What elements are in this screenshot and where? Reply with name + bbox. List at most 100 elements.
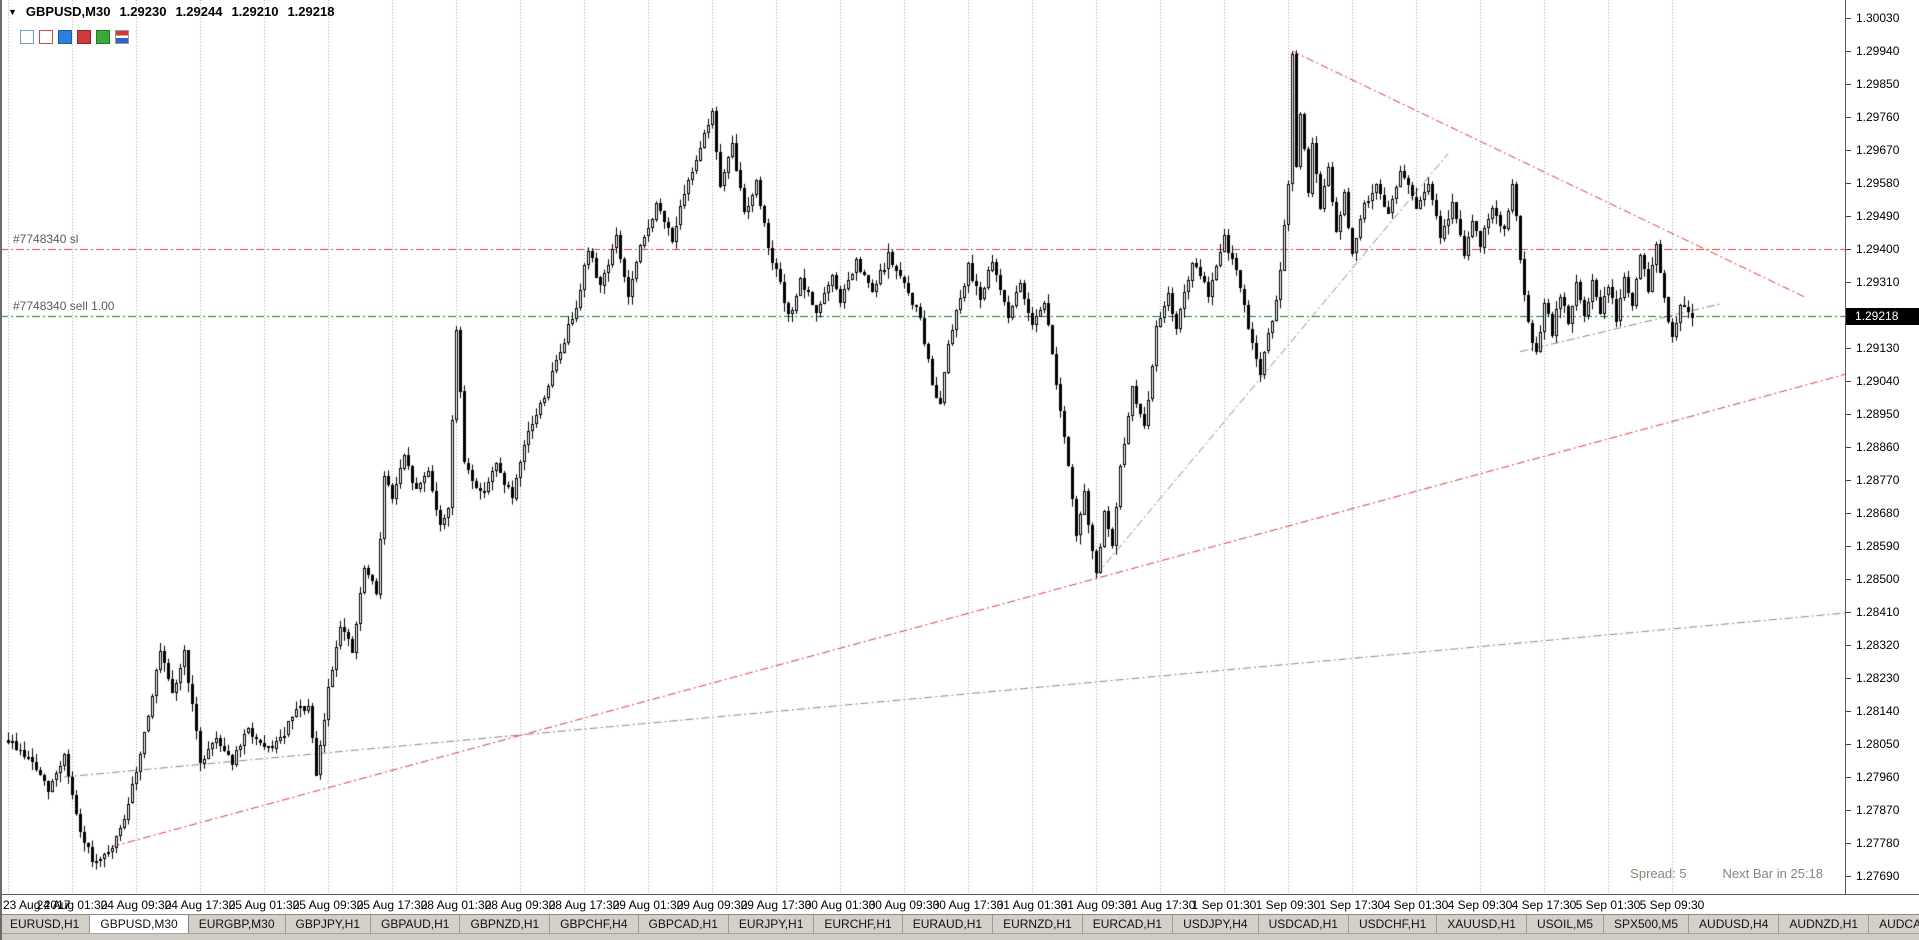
swatch-blue-icon[interactable] (58, 30, 72, 44)
swatch-striped-flag-icon[interactable] (115, 30, 129, 44)
chart-tab-gbpjpy-h1[interactable]: GBPJPY,H1 (285, 915, 372, 933)
chart-tab-eurgbp-m30[interactable]: EURGBP,M30 (188, 915, 286, 933)
price-axis-label: 1.27960 (1856, 770, 1900, 784)
chart-tab-usdchf-h1[interactable]: USDCHF,H1 (1348, 915, 1438, 933)
time-axis-label: 23 Aug 2017 (3, 898, 71, 912)
time-axis-label: 28 Aug 01:30 (420, 898, 492, 912)
price-axis-tick (1846, 645, 1851, 646)
chart-collapse-arrow-icon[interactable]: ▼ (8, 6, 17, 17)
price-axis-tick (1846, 678, 1851, 679)
ohlc-close: 1.29218 (287, 4, 335, 19)
chart-tab-audcad-daily[interactable]: AUDCAD,Daily (1869, 915, 1919, 933)
time-axis-label: 1 Sep 01:30 (1191, 898, 1257, 912)
time-axis-label: 4 Sep 17:30 (1511, 898, 1577, 912)
price-axis-tick (1846, 348, 1851, 349)
ohlc-open: 1.29230 (119, 4, 167, 19)
price-axis-label: 1.28050 (1856, 737, 1900, 751)
price-axis-label: 1.28320 (1856, 638, 1900, 652)
chart-tab-gbpcad-h1[interactable]: GBPCAD,H1 (638, 915, 729, 933)
swatch-white-red-outline-icon[interactable] (39, 30, 53, 44)
price-axis-tick (1846, 810, 1851, 811)
symbol-info: ▼ GBPUSD,M30 1.29230 1.29244 1.29210 1.2… (8, 4, 334, 19)
price-axis-tick (1846, 282, 1851, 283)
chart-tab-xauusd-h1[interactable]: XAUUSD,H1 (1437, 915, 1527, 933)
price-axis-label: 1.29490 (1856, 209, 1900, 223)
chart-tab-usdjpy-h4[interactable]: USDJPY,H4 (1173, 915, 1259, 933)
price-axis-tick (1846, 843, 1851, 844)
time-axis-label: 24 Aug 01:30 (36, 898, 108, 912)
window-left-border (0, 0, 2, 940)
time-axis-label: 31 Aug 17:30 (1124, 898, 1196, 912)
time-axis-label: 29 Aug 01:30 (612, 898, 684, 912)
swatch-red-icon[interactable] (77, 30, 91, 44)
time-axis-label: 24 Aug 09:30 (100, 898, 172, 912)
price-axis-label: 1.29670 (1856, 143, 1900, 157)
price-axis-label: 1.28950 (1856, 407, 1900, 421)
price-axis-tick (1846, 447, 1851, 448)
price-axis-tick (1846, 51, 1851, 52)
ohlc-high: 1.29244 (175, 4, 223, 19)
price-axis-tick (1846, 381, 1851, 382)
price-axis-tick (1846, 117, 1851, 118)
time-axis-label: 31 Aug 09:30 (1060, 898, 1132, 912)
chart-tab-eurusd-h1[interactable]: EURUSD,H1 (0, 915, 91, 933)
chart-tab-usoil-m5[interactable]: USOIL,M5 (1526, 915, 1604, 933)
price-axis-tick (1846, 579, 1851, 580)
chart-tab-usdcad-h1[interactable]: USDCAD,H1 (1258, 915, 1349, 933)
price-axis-tick (1846, 84, 1851, 85)
chart-tab-gbpusd-m30[interactable]: GBPUSD,M30 (90, 915, 189, 933)
swatch-white-blue-outline-icon[interactable] (20, 30, 34, 44)
chart-tab-eurjpy-h1[interactable]: EURJPY,H1 (728, 915, 815, 933)
chart-tab-euraud-h1[interactable]: EURAUD,H1 (902, 915, 994, 933)
price-axis-tick (1846, 711, 1851, 712)
time-axis-label: 30 Aug 17:30 (932, 898, 1004, 912)
chart-tab-gbpchf-h4[interactable]: GBPCHF,H4 (550, 915, 639, 933)
swatch-green-icon[interactable] (96, 30, 110, 44)
time-axis[interactable]: 23 Aug 2017 24 Aug 01:30 24 Aug 09:30 24 Au… (0, 894, 1919, 914)
price-axis-label: 1.28860 (1856, 440, 1900, 454)
price-axis-tick (1846, 876, 1851, 877)
price-axis-tick (1846, 150, 1851, 151)
time-axis-label: 25 Aug 17:30 (356, 898, 428, 912)
price-axis-tick (1846, 777, 1851, 778)
chart-tab-gbpaud-h1[interactable]: GBPAUD,H1 (371, 915, 461, 933)
price-axis-label: 1.29850 (1856, 77, 1900, 91)
price-axis-label: 1.29310 (1856, 275, 1900, 289)
chart-tab-eurnzd-h1[interactable]: EURNZD,H1 (993, 915, 1083, 933)
chart-tab-audusd-h4[interactable]: AUDUSD,H4 (1689, 915, 1780, 933)
spread-label: Spread: 5 (1630, 866, 1687, 881)
price-axis-label: 1.29580 (1856, 176, 1900, 190)
chart-tab-audnzd-h1[interactable]: AUDNZD,H1 (1779, 915, 1870, 933)
price-axis-tick (1846, 18, 1851, 19)
chart-tab-eurchf-h1[interactable]: EURCHF,H1 (814, 915, 903, 933)
price-axis-label: 1.30030 (1856, 11, 1900, 25)
price-axis[interactable]: 1.29218 1.30030 1.29940 1.29850 1.29760 1.29… (1845, 0, 1919, 894)
time-axis-label: 29 Aug 17:30 (740, 898, 812, 912)
time-axis-label: 28 Aug 17:30 (548, 898, 620, 912)
time-axis-label: 29 Aug 09:30 (676, 898, 748, 912)
time-axis-label: 5 Sep 09:30 (1639, 898, 1705, 912)
price-axis-label: 1.29940 (1856, 44, 1900, 58)
tabs-scrollbar[interactable] (0, 933, 1919, 940)
price-axis-label: 1.27870 (1856, 803, 1900, 817)
chart-tab-eurcad-h1[interactable]: EURCAD,H1 (1082, 915, 1174, 933)
price-axis-label: 1.29040 (1856, 374, 1900, 388)
current-price-tag: 1.29218 (1846, 307, 1919, 325)
chart-tab-spx500-m5[interactable]: SPX500,M5 (1604, 915, 1690, 933)
price-axis-label: 1.27780 (1856, 836, 1900, 850)
time-axis-label: 5 Sep 01:30 (1575, 898, 1641, 912)
price-axis-tick (1846, 513, 1851, 514)
price-axis-tick (1846, 546, 1851, 547)
price-axis-tick (1846, 612, 1851, 613)
price-axis-label: 1.28680 (1856, 506, 1900, 520)
price-axis-tick (1846, 744, 1851, 745)
price-chart-canvas[interactable] (0, 0, 1845, 894)
chart-tab-gbpnzd-h1[interactable]: GBPNZD,H1 (460, 915, 551, 933)
price-axis-label: 1.28770 (1856, 473, 1900, 487)
time-axis-label: 1 Sep 09:30 (1255, 898, 1321, 912)
price-axis-label: 1.28230 (1856, 671, 1900, 685)
price-axis-tick (1846, 414, 1851, 415)
time-axis-label: 30 Aug 09:30 (868, 898, 940, 912)
time-axis-label: 1 Sep 17:30 (1319, 898, 1385, 912)
